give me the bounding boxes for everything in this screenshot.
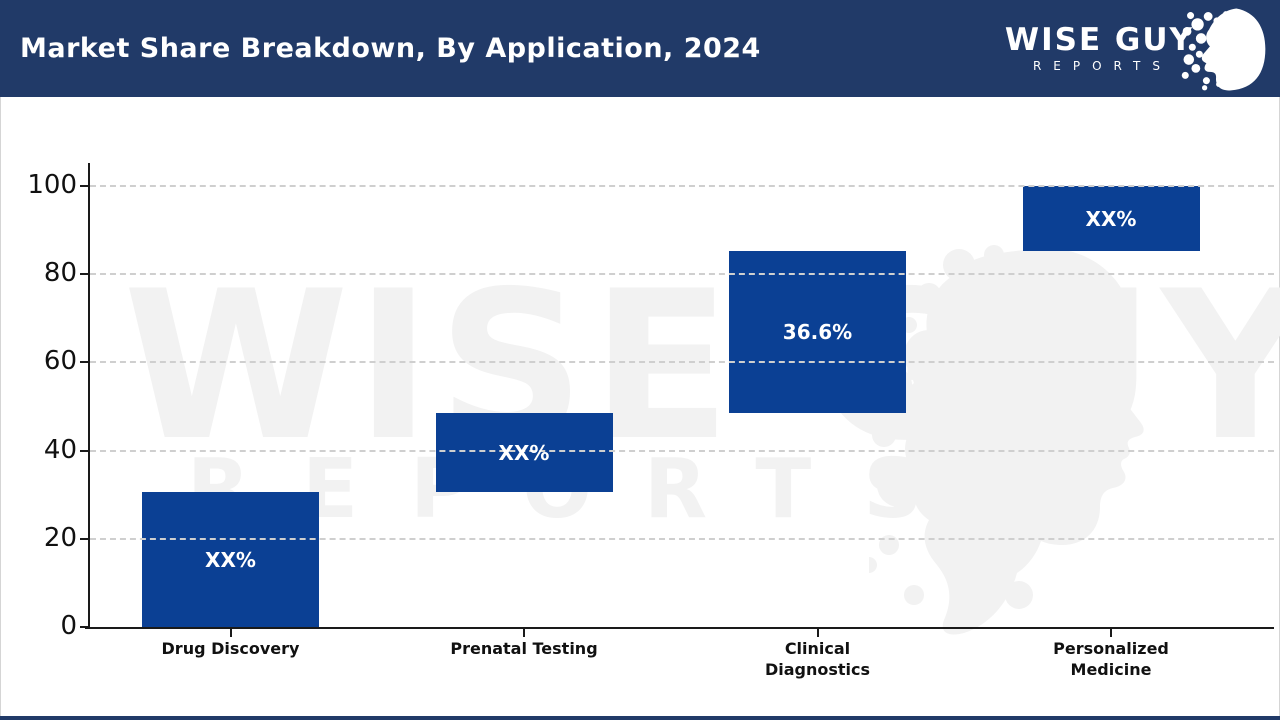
y-axis-tick-20: [80, 537, 88, 540]
page-title: Market Share Breakdown, By Application, …: [20, 33, 761, 64]
y-axis-tick-100: [80, 185, 88, 187]
x-axis-spine: [85, 627, 1274, 629]
y-axis-spine: [88, 163, 90, 629]
watermark-head-profile: [869, 245, 1144, 635]
y-tick-label-0: 0: [60, 611, 77, 641]
x-axis-tick-4: [1110, 629, 1112, 637]
bar-value-label-1: XX%: [205, 547, 256, 572]
y-axis-tick-80: [80, 273, 88, 276]
bar-value-label-4: XX%: [1085, 206, 1137, 231]
y-tick-label-20: 20: [43, 522, 77, 553]
y-tick-label-60: 60: [43, 346, 77, 377]
logo-title: WISE GUY: [1004, 22, 1194, 59]
bar-value-label-3: 36.6%: [782, 319, 853, 344]
footer-bar: [0, 716, 1280, 720]
y-axis-tick-0: [80, 626, 88, 628]
x-axis-tick-2: [523, 629, 525, 637]
x-axis-tick-3: [816, 629, 819, 637]
bar-value-label-2: XX%: [498, 440, 550, 465]
x-category-label-1: Drug Discovery: [161, 639, 300, 658]
x-axis-tick-1: [229, 629, 232, 637]
header-bar: Market Share Breakdown, By Application, …: [0, 0, 1280, 97]
logo-subtitle: REPORTS: [1032, 58, 1172, 73]
y-tick-label-100: 100: [27, 170, 77, 200]
wise-guy-reports-logo: WISE GUY REPORTS: [1005, 5, 1270, 93]
x-category-label-3: Clinical Diagnostics: [764, 639, 871, 679]
bar-segment-1: [142, 492, 319, 627]
y-tick-label-40: 40: [43, 434, 77, 465]
bar-segment-2: [435, 412, 613, 493]
bar-segment-4: [1022, 186, 1200, 252]
y-axis-tick-40: [80, 449, 88, 452]
y-tick-label-80: 80: [43, 258, 77, 289]
bar-segment-3: [729, 251, 906, 413]
x-category-label-2: Prenatal Testing: [450, 639, 598, 658]
y-axis-tick-60: [80, 361, 88, 364]
logo-head-profile-icon: [1181, 8, 1266, 90]
x-category-label-4: Personalized Medicine: [1053, 639, 1169, 679]
